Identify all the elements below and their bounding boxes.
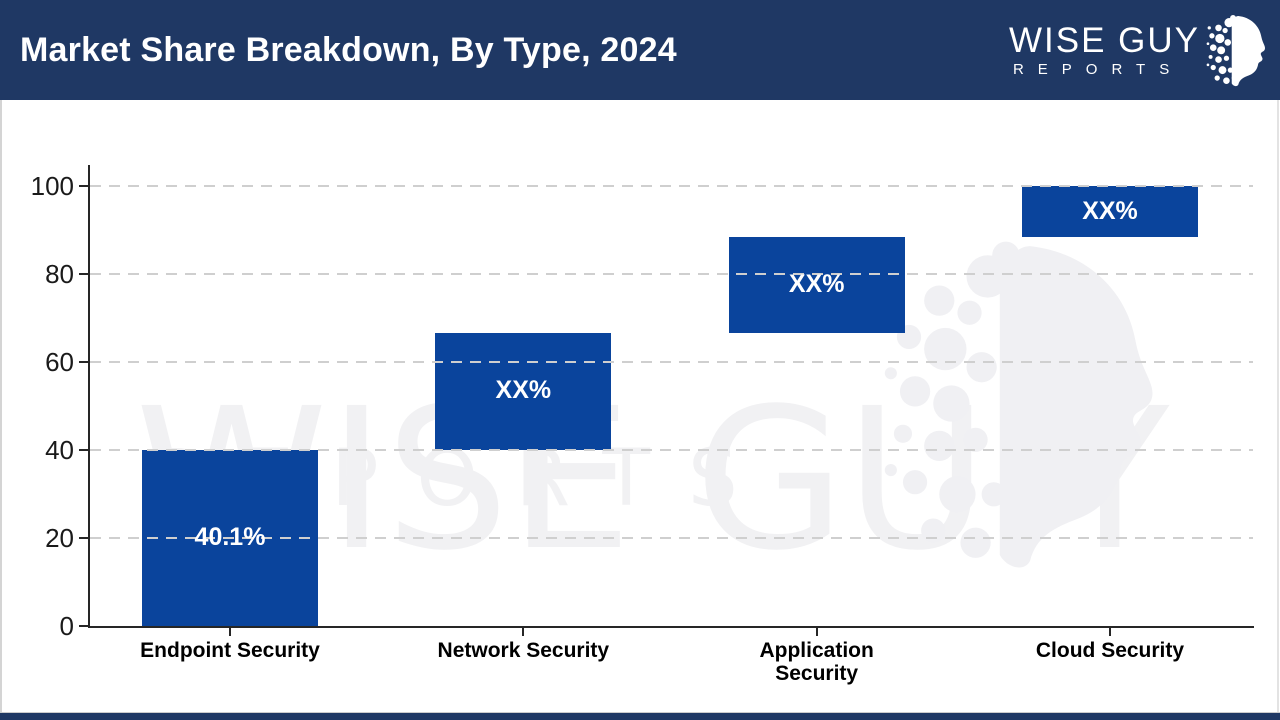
x-category-label: Application Security: [759, 639, 874, 685]
wise-guy-reports-logo: WISE GUY REPORTS: [1009, 12, 1270, 88]
x-category-label: Endpoint Security: [140, 639, 320, 662]
x-tick-mark: [1108, 628, 1111, 636]
logo-brand-subtitle: REPORTS: [1012, 60, 1184, 78]
gridline-100: [90, 185, 1253, 187]
y-tick-mark-0: [79, 625, 88, 627]
y-tick-mark-100: [79, 185, 88, 187]
bar-segment: [728, 237, 905, 334]
dotted-head-logo-icon: [1204, 12, 1270, 88]
y-tick-mark-40: [79, 449, 88, 451]
y-tick-label-0: 0: [59, 611, 74, 641]
bar-value-label: 40.1%: [194, 522, 266, 551]
y-tick-label-60: 60: [45, 347, 74, 377]
y-tick-label-100: 100: [30, 171, 74, 201]
x-axis-line: [88, 626, 1254, 628]
frame-right-edge: [1277, 100, 1279, 713]
bar-segment: [435, 333, 612, 450]
bar-value-label: XX%: [788, 270, 845, 299]
frame-left-edge: [0, 100, 2, 713]
x-tick-mark: [815, 628, 818, 636]
y-tick-label-40: 40: [45, 435, 74, 465]
logo-brand-name: WISE GUY: [1008, 20, 1200, 60]
gridline-60: [90, 361, 1253, 363]
x-tick-mark: [229, 628, 231, 636]
y-tick-mark-20: [79, 537, 88, 539]
y-tick-mark-60: [79, 361, 88, 363]
bar-value-label: XX%: [1082, 196, 1138, 225]
x-category-label: Cloud Security: [1035, 639, 1185, 662]
y-axis-line: [88, 165, 90, 628]
footer-accent-strip: [0, 713, 1280, 720]
bar-value-label: XX%: [495, 376, 552, 405]
x-tick-mark: [522, 628, 525, 636]
header-bar: Market Share Breakdown, By Type, 2024 WI…: [0, 0, 1280, 100]
bar-segment: [1021, 186, 1198, 238]
y-tick-label-80: 80: [45, 259, 74, 289]
x-category-label: Network Security: [437, 639, 610, 662]
gridline-40: [90, 449, 1253, 451]
page-title: Market Share Breakdown, By Type, 2024: [20, 30, 677, 69]
y-tick-label-20: 20: [45, 523, 74, 553]
gridline-80: [90, 273, 1253, 275]
chart-plot-area: WISE GU·Y REPORTS 0 20 40 60 80 100 40.1% Endpo…: [0, 100, 1280, 714]
watermark-dotted-head-icon: [868, 228, 1180, 576]
gridline-20: [90, 537, 1253, 539]
frame-bottom-hairline: [0, 712, 1280, 713]
logo-text: WISE GUY REPORTS: [1008, 20, 1200, 78]
y-tick-mark-80: [79, 273, 88, 275]
